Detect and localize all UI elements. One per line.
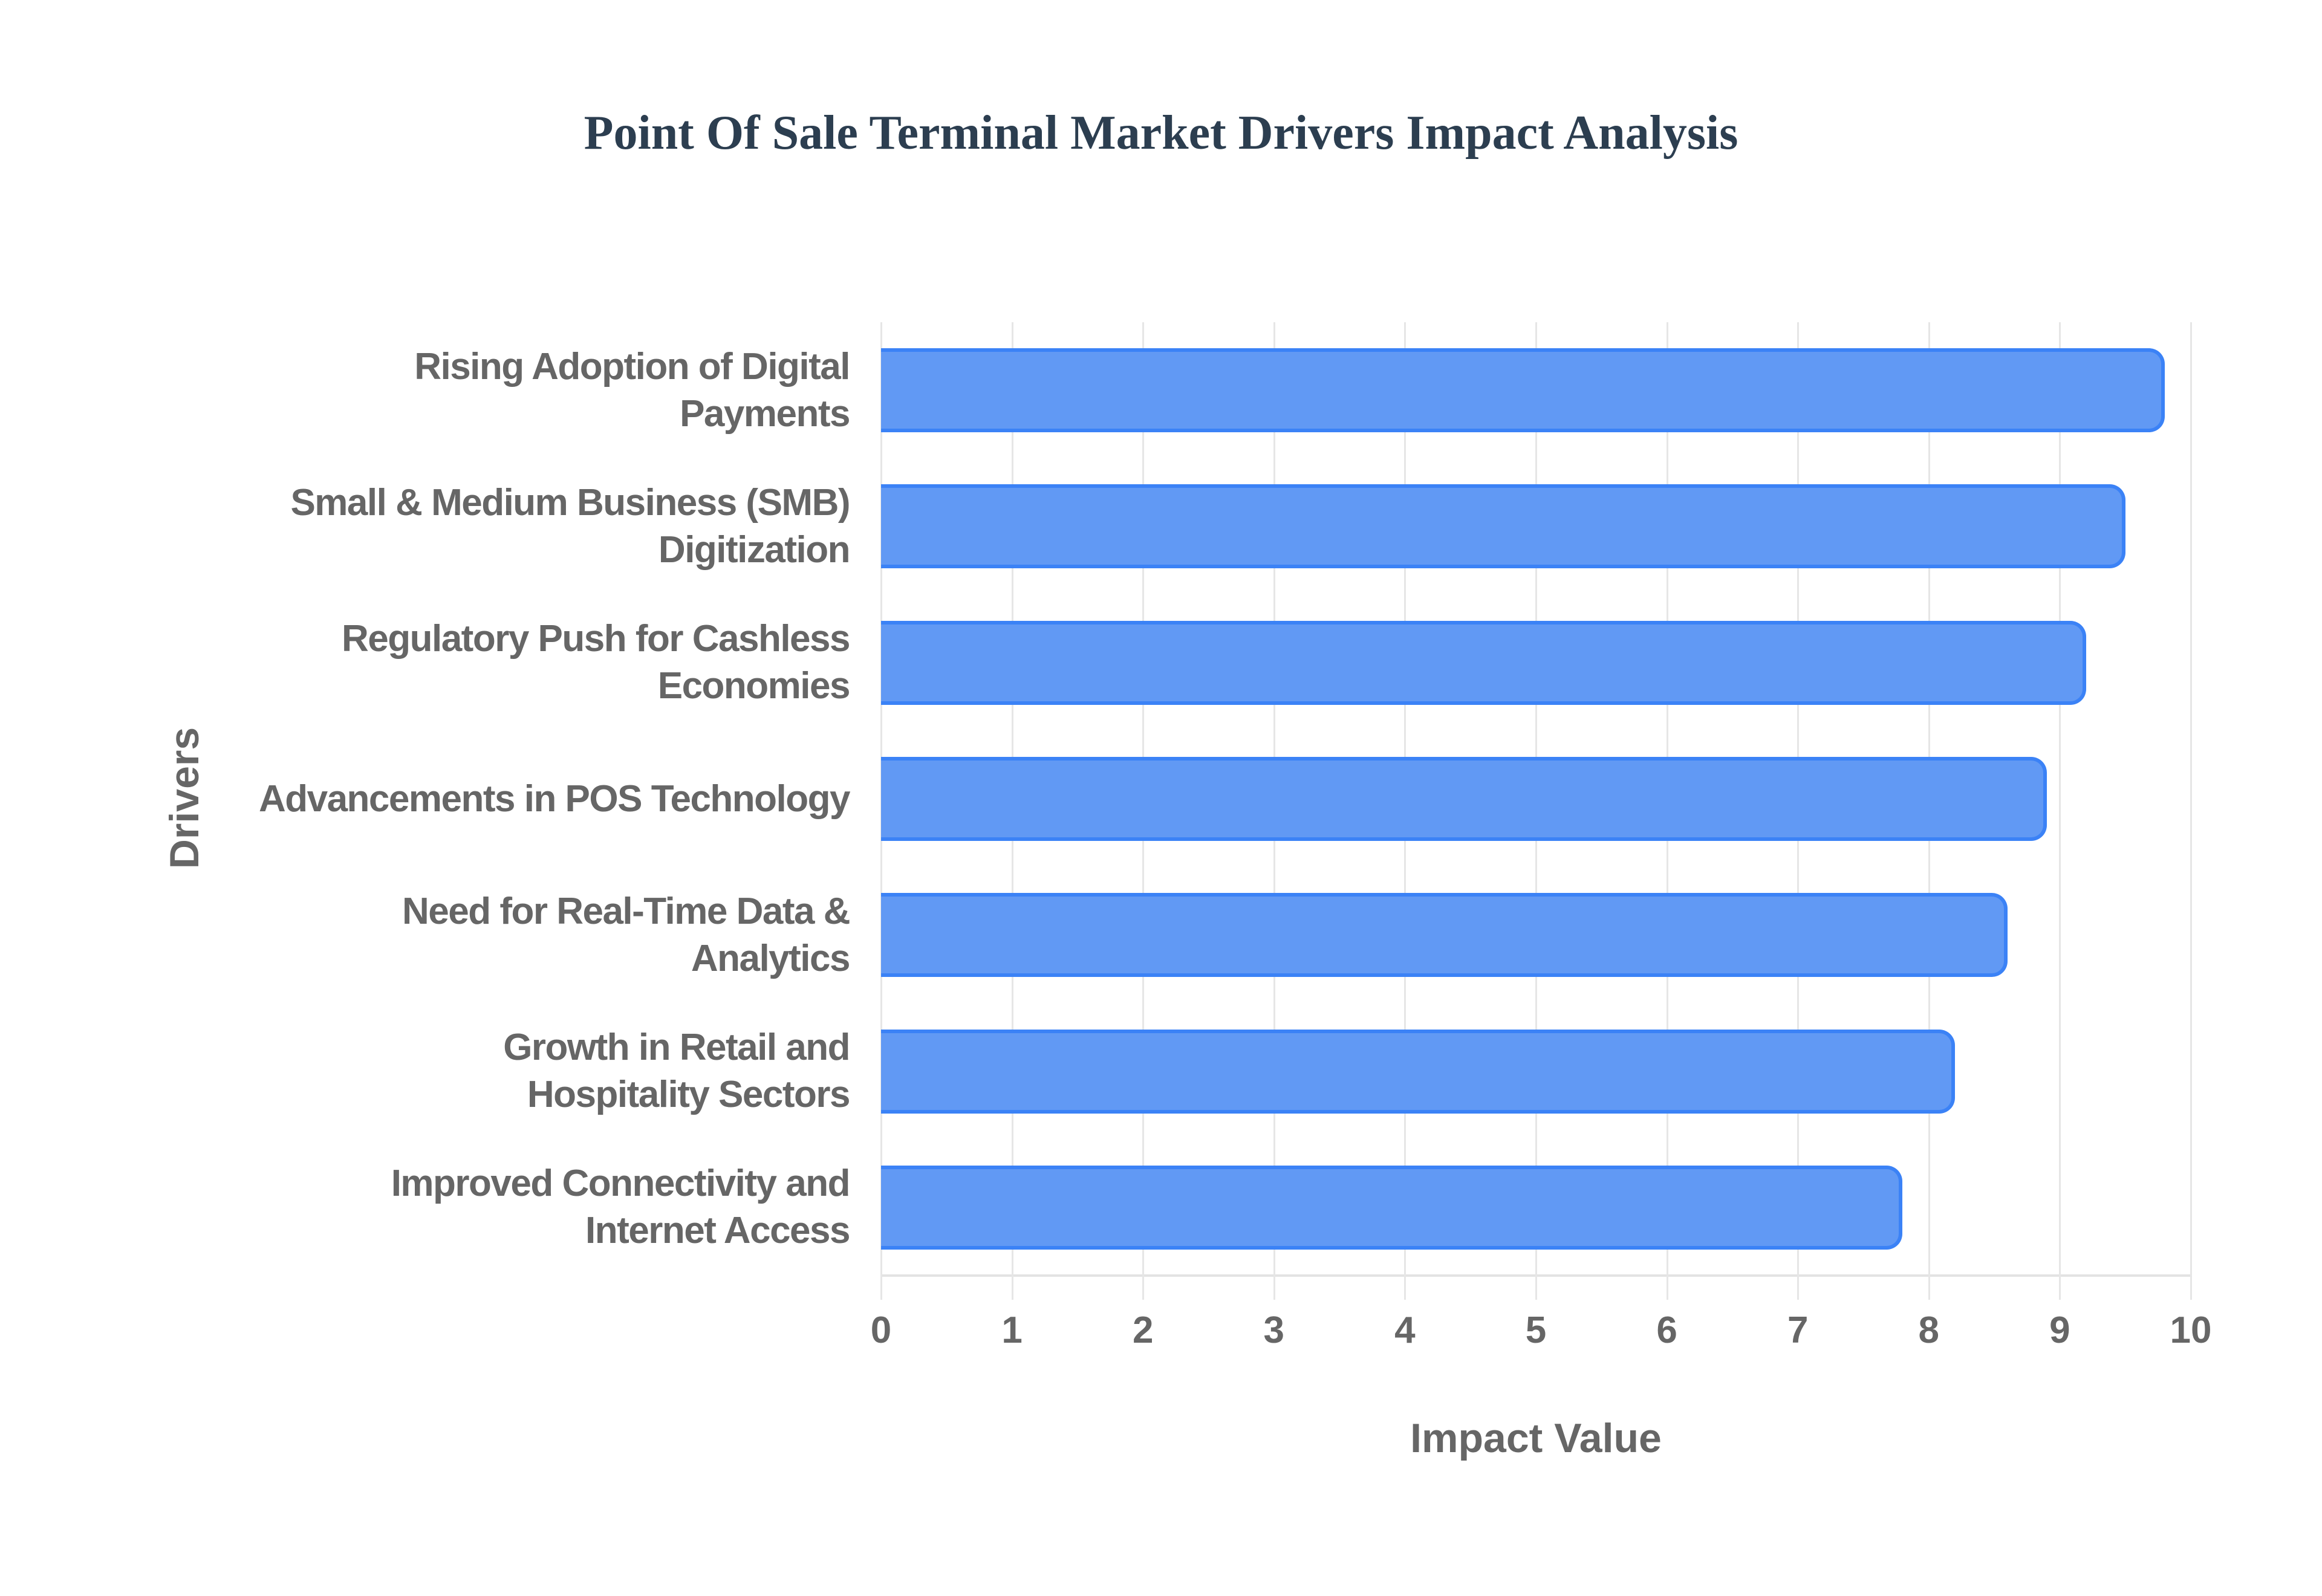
x-tick-label: 2 [1132, 1309, 1154, 1351]
bar[interactable] [881, 893, 2008, 978]
x-axis-title: Impact Value [1410, 1415, 1662, 1461]
bar[interactable] [881, 757, 2047, 841]
x-tick-label: 6 [1656, 1309, 1677, 1351]
gridline [2059, 322, 2061, 1300]
x-tick-label: 8 [1918, 1309, 1940, 1351]
bar[interactable] [881, 1165, 1903, 1250]
bar[interactable] [881, 484, 2125, 569]
x-tick-label: 4 [1394, 1309, 1416, 1351]
x-tick-label: 0 [870, 1309, 892, 1351]
x-tick-label: 1 [1001, 1309, 1023, 1351]
y-axis-label: Advancements in POS Technology [258, 777, 851, 820]
gridline [2190, 322, 2192, 1300]
x-tick-label: 5 [1525, 1309, 1547, 1351]
y-axis-label: Regulatory Push for Cashless Economies [341, 618, 851, 707]
y-axis-label: Rising Adoption of Digital Payments [414, 345, 850, 435]
bar[interactable] [881, 1029, 1956, 1114]
bar[interactable] [881, 620, 2086, 705]
chart-title: Point Of Sale Terminal Market Drivers Im… [584, 106, 1738, 160]
x-tick-label: 3 [1263, 1309, 1285, 1351]
y-axis-label: Growth in Retail and Hospitality Sectors [503, 1027, 850, 1116]
x-tick-label: 7 [1787, 1309, 1809, 1351]
y-axis-label: Improved Connectivity and Internet Access [391, 1163, 851, 1252]
x-tick-label: 9 [2049, 1309, 2070, 1351]
y-axis-label: Need for Real-Time Data & Analytics [402, 890, 851, 979]
plot-area [880, 322, 2192, 1300]
y-axis-label: Small & Medium Business (SMB) Digitizatio… [290, 481, 850, 571]
x-tick-label: 10 [2170, 1309, 2212, 1351]
bar[interactable] [881, 348, 2165, 433]
